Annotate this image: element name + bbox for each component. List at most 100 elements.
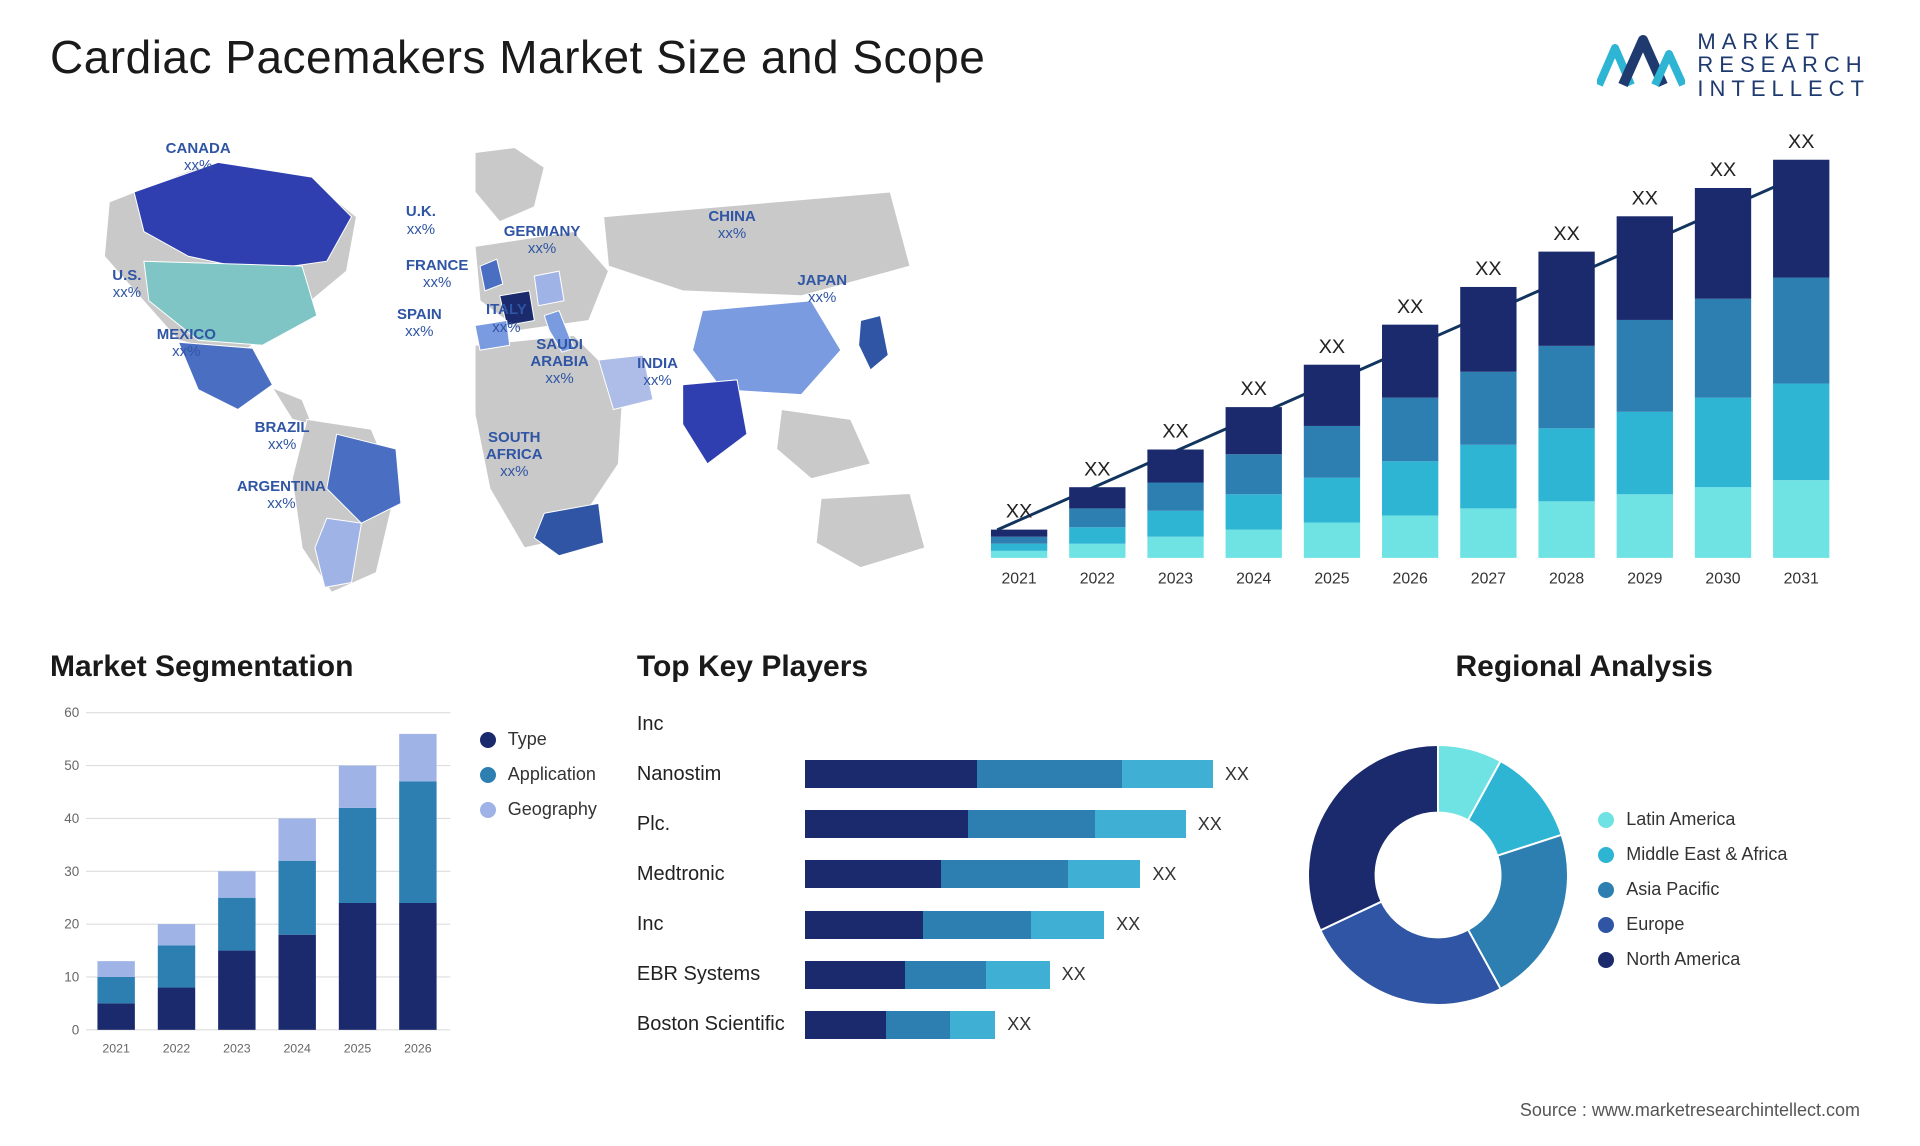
svg-text:2022: 2022 xyxy=(163,1041,191,1055)
svg-text:2025: 2025 xyxy=(1314,571,1349,588)
forecast-stacked-bar-chart: 2021 XX 2022 XX 2023 XX 2024 XX 2025 XX 2026 XX 2027… xyxy=(980,130,1840,610)
world-map-panel: CANADAxx% U.S.xx% MEXICOxx% BRAZILxx% ARGENT… xyxy=(50,120,940,610)
player-name: Medtronic xyxy=(637,863,785,886)
player-bar-row: XX xyxy=(805,1011,1259,1039)
map-country-label: MEXICOxx% xyxy=(157,326,216,361)
player-value: XX xyxy=(1152,864,1176,885)
svg-text:2026: 2026 xyxy=(404,1041,432,1055)
regional-legend: Latin America Middle East & Africa Asia Pa… xyxy=(1598,779,1787,970)
player-value: XX xyxy=(1225,764,1249,785)
logo-text-3: INTELLECT xyxy=(1697,77,1870,100)
map-country-label: SOUTHAFRICAxx% xyxy=(486,429,543,481)
player-name: Inc xyxy=(637,713,785,736)
svg-text:40: 40 xyxy=(64,811,79,826)
player-bar-row: XX xyxy=(805,911,1259,939)
map-country-label: CANADAxx% xyxy=(166,140,231,175)
legend-item: Middle East & Africa xyxy=(1598,844,1787,865)
player-bar-row: XX xyxy=(805,760,1259,788)
svg-text:2021: 2021 xyxy=(1001,571,1036,588)
map-country-label: SPAINxx% xyxy=(397,306,442,341)
player-name: Inc xyxy=(637,913,785,936)
svg-text:XX: XX xyxy=(1240,378,1266,400)
player-value: XX xyxy=(1198,814,1222,835)
map-country-label: GERMANYxx% xyxy=(504,223,581,258)
svg-text:XX: XX xyxy=(1397,296,1423,318)
logo-text-1: MARKET xyxy=(1697,30,1870,53)
legend-item: Geography xyxy=(480,799,597,820)
map-country-label: ARGENTINAxx% xyxy=(237,478,326,513)
player-bar-list: XX XX XX XX XX XX xyxy=(805,699,1259,1050)
player-name: Plc. xyxy=(637,813,785,836)
legend-item: Asia Pacific xyxy=(1598,879,1787,900)
player-value: XX xyxy=(1062,964,1086,985)
players-title: Top Key Players xyxy=(637,650,1258,684)
svg-text:2029: 2029 xyxy=(1627,571,1662,588)
map-country-label: BRAZILxx% xyxy=(255,419,310,454)
svg-text:2026: 2026 xyxy=(1392,571,1427,588)
segmentation-chart: 0 10 20 30 40 50 60 2021 2022 2023 2024 2025 2026 xyxy=(50,699,455,1064)
legend-item: Type xyxy=(480,729,597,750)
logo-text-2: RESEARCH xyxy=(1697,53,1870,76)
regional-title: Regional Analysis xyxy=(1298,650,1870,684)
segmentation-panel: Market Segmentation 01020304050602021202… xyxy=(50,650,597,1050)
player-name: Boston Scientific xyxy=(637,1013,785,1036)
player-bar-row xyxy=(805,710,1259,738)
svg-text:2027: 2027 xyxy=(1470,571,1505,588)
player-value: XX xyxy=(1116,914,1140,935)
legend-item: North America xyxy=(1598,949,1787,970)
svg-text:20: 20 xyxy=(64,917,79,932)
world-map xyxy=(50,120,940,610)
map-country-label: SAUDIARABIAxx% xyxy=(530,336,588,388)
svg-text:2022: 2022 xyxy=(1079,571,1114,588)
map-country-label: CHINAxx% xyxy=(708,208,756,243)
legend-item: Europe xyxy=(1598,914,1787,935)
svg-text:2030: 2030 xyxy=(1705,571,1740,588)
svg-text:2028: 2028 xyxy=(1549,571,1584,588)
svg-text:0: 0 xyxy=(72,1022,80,1037)
regional-donut-chart xyxy=(1298,735,1578,1015)
svg-text:XX: XX xyxy=(1084,458,1110,480)
map-country-label: ITALYxx% xyxy=(486,301,527,336)
player-name-list: Inc Nanostim Plc. Medtronic Inc EBR Systems Bo… xyxy=(637,699,785,1050)
svg-text:50: 50 xyxy=(64,758,79,773)
player-bar-row: XX xyxy=(805,810,1259,838)
player-bar-row: XX xyxy=(805,860,1259,888)
brand-logo: MARKET RESEARCH INTELLECT xyxy=(1597,30,1870,100)
svg-text:10: 10 xyxy=(64,969,79,984)
legend-item: Application xyxy=(480,764,597,785)
svg-text:XX: XX xyxy=(1553,223,1579,245)
svg-text:2023: 2023 xyxy=(1158,571,1193,588)
map-country-label: JAPANxx% xyxy=(797,272,847,307)
source-attribution: Source : www.marketresearchintellect.com xyxy=(1520,1100,1860,1121)
player-name: EBR Systems xyxy=(637,963,785,986)
svg-text:XX: XX xyxy=(1709,159,1735,181)
map-country-label: U.K.xx% xyxy=(406,203,436,238)
logo-icon xyxy=(1597,30,1685,100)
svg-text:XX: XX xyxy=(1318,336,1344,358)
svg-text:30: 30 xyxy=(64,864,79,879)
player-name: Nanostim xyxy=(637,763,785,786)
svg-text:60: 60 xyxy=(64,705,79,720)
page-title: Cardiac Pacemakers Market Size and Scope xyxy=(50,30,985,84)
player-bar-row: XX xyxy=(805,961,1259,989)
segmentation-legend: Type Application Geography xyxy=(480,699,597,1064)
segmentation-title: Market Segmentation xyxy=(50,650,597,684)
legend-item: Latin America xyxy=(1598,809,1787,830)
forecast-chart-panel: 2021 XX 2022 XX 2023 XX 2024 XX 2025 XX 2026 XX 2027… xyxy=(980,120,1870,610)
svg-text:2024: 2024 xyxy=(283,1041,311,1055)
regional-panel: Regional Analysis Latin America Middle Ea… xyxy=(1298,650,1870,1050)
svg-text:2021: 2021 xyxy=(102,1041,130,1055)
svg-text:2031: 2031 xyxy=(1783,571,1818,588)
svg-text:2023: 2023 xyxy=(223,1041,251,1055)
map-country-label: INDIAxx% xyxy=(637,355,678,390)
svg-text:XX: XX xyxy=(1006,501,1032,523)
svg-text:2025: 2025 xyxy=(344,1041,372,1055)
svg-text:XX: XX xyxy=(1475,258,1501,280)
svg-text:XX: XX xyxy=(1788,131,1814,153)
players-panel: Top Key Players Inc Nanostim Plc. Medtronic… xyxy=(637,650,1258,1050)
svg-text:XX: XX xyxy=(1631,187,1657,209)
svg-text:2024: 2024 xyxy=(1236,571,1271,588)
svg-text:XX: XX xyxy=(1162,421,1188,443)
map-country-label: FRANCExx% xyxy=(406,257,469,292)
map-country-label: U.S.xx% xyxy=(112,267,141,302)
